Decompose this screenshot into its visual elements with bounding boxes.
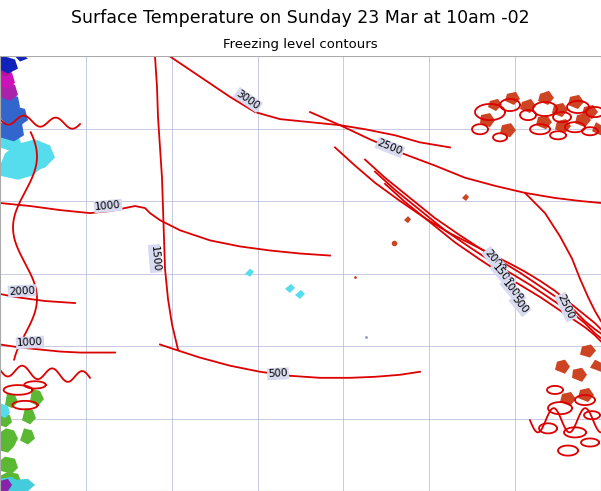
Polygon shape xyxy=(560,392,576,406)
Polygon shape xyxy=(22,408,36,424)
Text: 3000: 3000 xyxy=(234,88,261,111)
Text: 1000: 1000 xyxy=(17,337,43,348)
Polygon shape xyxy=(0,472,22,489)
Polygon shape xyxy=(0,105,28,127)
Polygon shape xyxy=(20,428,35,444)
Polygon shape xyxy=(0,70,15,89)
Polygon shape xyxy=(462,194,469,201)
Text: Freezing level contours: Freezing level contours xyxy=(223,37,378,51)
Polygon shape xyxy=(480,113,495,127)
Polygon shape xyxy=(505,92,520,105)
Text: 1000: 1000 xyxy=(94,200,121,212)
Polygon shape xyxy=(12,479,35,491)
Polygon shape xyxy=(536,115,552,129)
Polygon shape xyxy=(10,139,55,173)
Polygon shape xyxy=(0,58,13,77)
Polygon shape xyxy=(578,388,594,402)
Polygon shape xyxy=(285,284,295,293)
Polygon shape xyxy=(568,95,584,109)
Polygon shape xyxy=(0,82,18,101)
Text: 500: 500 xyxy=(268,368,288,379)
Polygon shape xyxy=(245,269,254,277)
Polygon shape xyxy=(5,393,18,408)
Polygon shape xyxy=(520,99,536,113)
Polygon shape xyxy=(488,99,502,111)
Polygon shape xyxy=(582,105,598,119)
Polygon shape xyxy=(0,142,48,180)
Polygon shape xyxy=(590,359,601,372)
Text: 2000: 2000 xyxy=(483,247,507,274)
Text: 500: 500 xyxy=(510,294,530,316)
Polygon shape xyxy=(555,119,571,133)
Polygon shape xyxy=(295,290,305,299)
Text: 1500: 1500 xyxy=(491,262,515,288)
Polygon shape xyxy=(0,93,20,113)
Polygon shape xyxy=(580,345,596,357)
Polygon shape xyxy=(0,477,20,491)
Polygon shape xyxy=(575,113,591,127)
Polygon shape xyxy=(30,389,44,406)
Polygon shape xyxy=(0,403,10,418)
Polygon shape xyxy=(0,428,18,453)
Polygon shape xyxy=(0,119,24,141)
Polygon shape xyxy=(0,56,18,74)
Polygon shape xyxy=(572,368,587,382)
Text: 2500: 2500 xyxy=(556,293,576,321)
Polygon shape xyxy=(500,123,516,137)
Polygon shape xyxy=(538,91,554,105)
Text: Surface Temperature on Sunday 23 Mar at 10am -02: Surface Temperature on Sunday 23 Mar at … xyxy=(71,9,530,27)
Polygon shape xyxy=(0,413,12,427)
Polygon shape xyxy=(404,216,411,223)
Text: 1500: 1500 xyxy=(149,245,161,272)
Polygon shape xyxy=(0,132,22,151)
Text: 2000: 2000 xyxy=(8,285,35,297)
Polygon shape xyxy=(555,359,570,374)
Polygon shape xyxy=(592,122,601,136)
Polygon shape xyxy=(0,457,18,474)
Polygon shape xyxy=(15,56,28,61)
Text: 2500: 2500 xyxy=(376,138,404,157)
Polygon shape xyxy=(0,479,12,491)
Polygon shape xyxy=(552,103,568,117)
Text: 1000: 1000 xyxy=(501,278,525,304)
